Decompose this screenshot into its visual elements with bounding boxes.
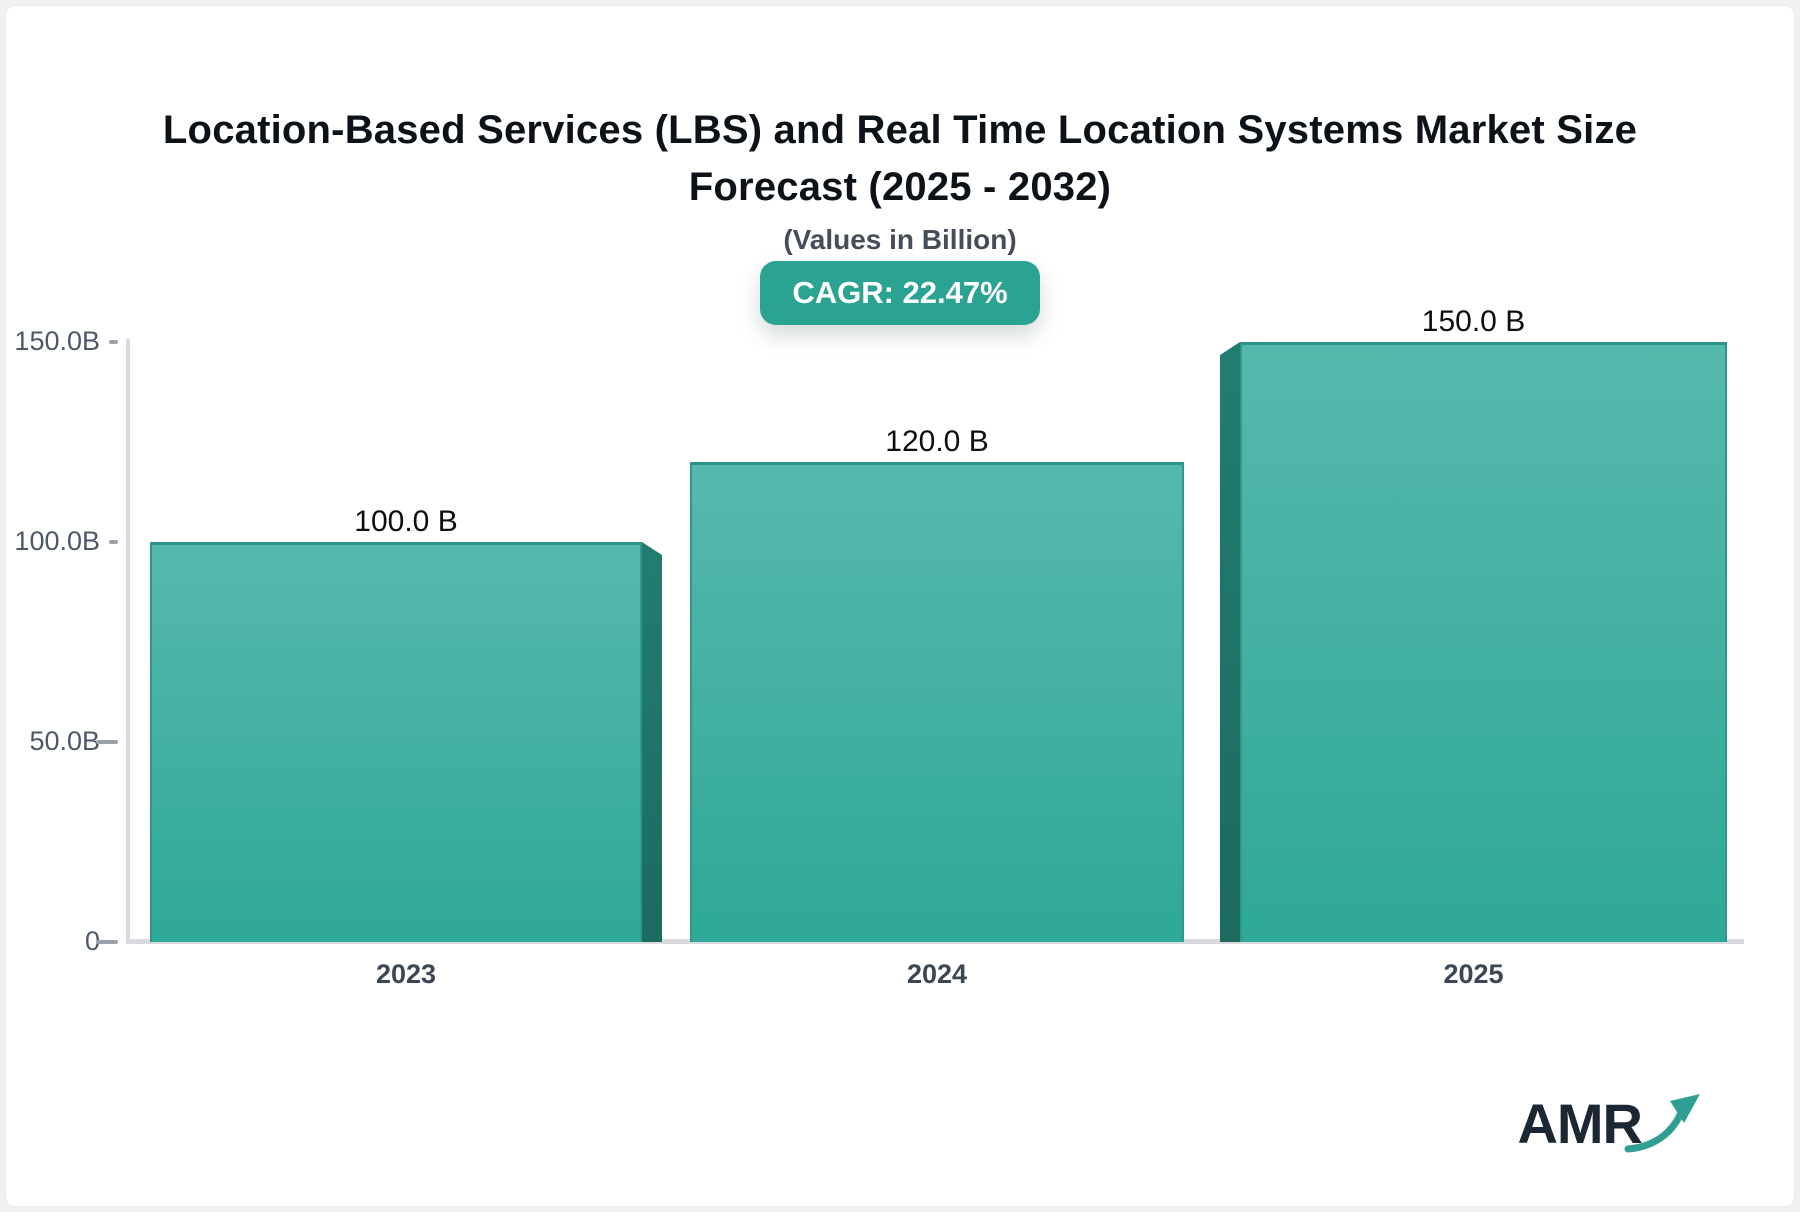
y-tick-mark [109, 540, 118, 544]
cagr-badge: CAGR: 22.47% [760, 261, 1040, 325]
y-tick-label: 50.0B [29, 726, 100, 756]
bar-2025[interactable] [1220, 342, 1727, 942]
bar-value-label-2025: 150.0 B [1421, 305, 1526, 338]
cagr-badge-row: CAGR: 22.47% [0, 261, 1800, 325]
y-tick-label: 150.0B [14, 326, 100, 356]
y-tick-mark [96, 740, 118, 744]
y-tick-mark [96, 940, 118, 944]
chart-title-line1: Location-Based Services (LBS) and Real T… [162, 108, 1638, 152]
bar-face-2023[interactable] [150, 542, 642, 942]
x-axis-label-2025: 2025 [1443, 959, 1504, 989]
x-axis-label-2023: 2023 [375, 959, 437, 989]
bar-2023[interactable] [150, 542, 662, 942]
bar-3d-side-2025 [1220, 342, 1240, 942]
y-tick-mark [109, 340, 118, 344]
bar-value-label-2023: 100.0 B [354, 505, 458, 538]
amr-logo-text: AMR [1517, 1092, 1643, 1155]
y-tick-label: 100.0B [14, 526, 100, 556]
chart-title: Location-Based Services (LBS) and Real T… [0, 102, 1800, 216]
bar-2024[interactable] [690, 462, 1184, 942]
bar-3d-side-2023 [642, 542, 662, 942]
amr-logo: AMR [1517, 1093, 1704, 1155]
chart-subtitle: (Values in Billion) [783, 224, 1017, 255]
growth-arrow-icon [1624, 1094, 1700, 1153]
bar-face-2025[interactable] [1240, 342, 1727, 942]
chart-title-line2: Forecast (2025 - 2032) [688, 165, 1112, 209]
x-axis-label-2024: 2024 [906, 959, 968, 989]
bar-face-2024[interactable] [690, 462, 1184, 942]
y-tick-label: 0 [84, 926, 100, 956]
y-axis-line [126, 339, 130, 943]
bar-value-label-2024: 120.0 B [885, 425, 989, 458]
